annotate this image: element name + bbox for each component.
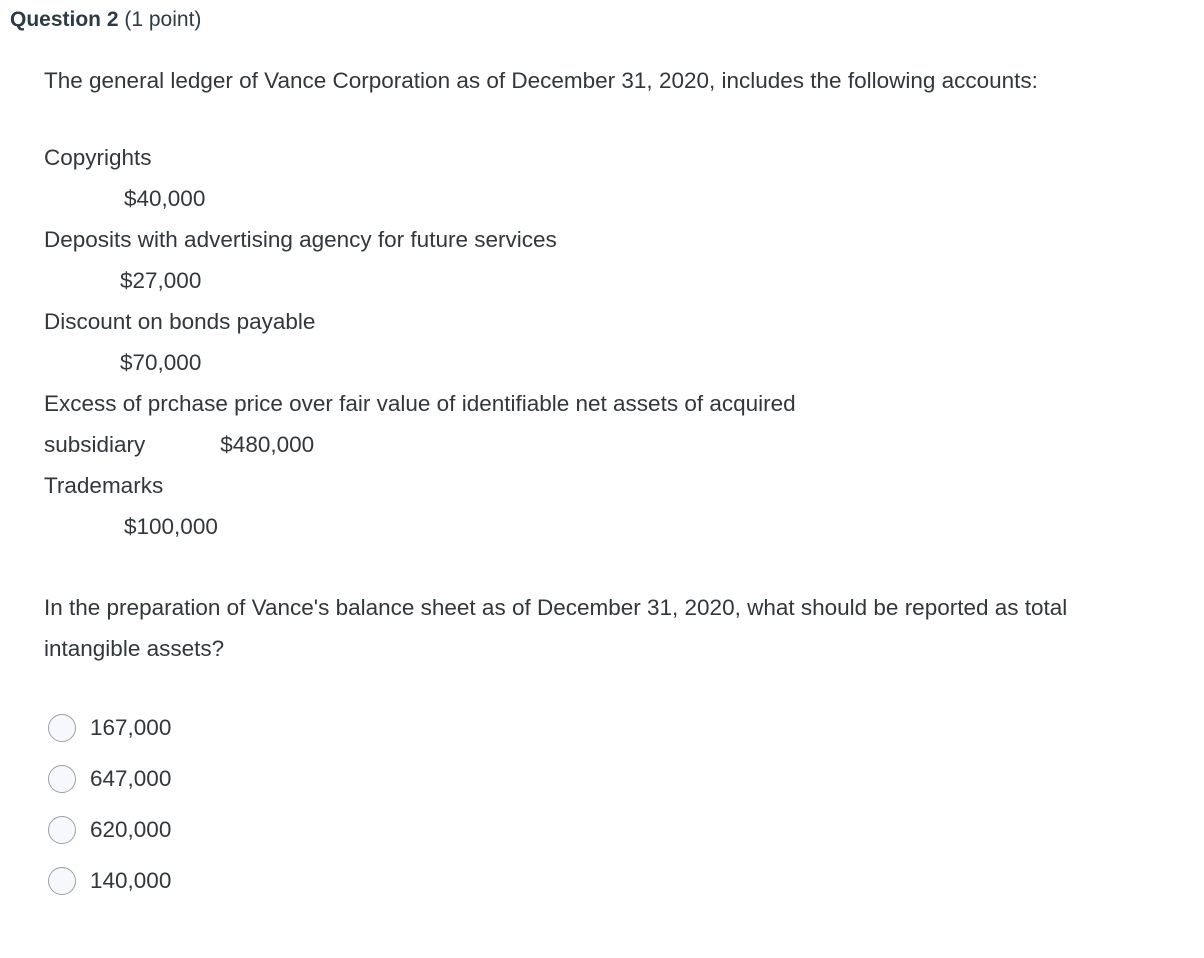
question-prompt-paragraph: In the preparation of Vance's balance sh… xyxy=(44,595,1068,661)
ledger-item-name: Copyrights xyxy=(44,145,152,170)
answer-option-label[interactable]: 140,000 xyxy=(90,867,172,893)
question-number-label: Question 2 xyxy=(10,8,119,31)
question-header: Question 2 (1 point) xyxy=(0,0,1204,33)
radio-button-icon[interactable] xyxy=(48,815,76,844)
question-points-label: (1 point) xyxy=(124,8,202,31)
ledger-item-name: Excess of prchase price over fair value … xyxy=(44,391,796,416)
ledger-item-amount-row: $70,000 xyxy=(44,342,1054,383)
ledger-item-name-continued-row: subsidiary $480,000 xyxy=(44,424,1054,465)
radio-button-icon[interactable] xyxy=(48,764,76,793)
answer-options-list: 167,000 647,000 620,000 140,000 xyxy=(44,669,1204,906)
ledger-item-name: Deposits with advertising agency for fut… xyxy=(44,227,557,252)
ledger-item-amount-row: $40,000 xyxy=(44,178,1054,219)
ledger-item-amount-row: $100,000 xyxy=(44,506,1054,547)
answer-option-label[interactable]: 620,000 xyxy=(90,816,172,842)
ledger-item-name: Trademarks xyxy=(44,473,164,498)
answer-option-label[interactable]: 167,000 xyxy=(90,714,172,740)
radio-button-icon[interactable] xyxy=(48,866,76,895)
answer-option-row[interactable]: 167,000 xyxy=(48,702,1204,753)
ledger-item-amount: $100,000 xyxy=(124,514,218,539)
ledger-item-name: Discount on bonds payable xyxy=(44,309,316,334)
ledger-item-amount: $27,000 xyxy=(120,268,202,293)
radio-button-icon[interactable] xyxy=(48,713,76,742)
answer-option-label[interactable]: 647,000 xyxy=(90,765,172,791)
question-container: Question 2 (1 point) The general ledger … xyxy=(0,0,1204,906)
ledger-item-amount-row: $27,000 xyxy=(44,260,1054,301)
ledger-item-name-continued: subsidiary xyxy=(44,432,146,457)
ledger-account-list: Copyrights $40,000 Deposits with adverti… xyxy=(44,101,1054,547)
ledger-item-amount: $40,000 xyxy=(124,186,206,211)
question-body: The general ledger of Vance Corporation … xyxy=(0,33,1204,906)
answer-option-row[interactable]: 140,000 xyxy=(48,855,1204,906)
answer-option-row[interactable]: 647,000 xyxy=(48,753,1204,804)
ledger-item-amount: $480,000 xyxy=(220,432,315,457)
answer-option-row[interactable]: 620,000 xyxy=(48,804,1204,855)
question-intro-paragraph: The general ledger of Vance Corporation … xyxy=(44,68,1038,93)
ledger-item-amount: $70,000 xyxy=(120,350,202,375)
